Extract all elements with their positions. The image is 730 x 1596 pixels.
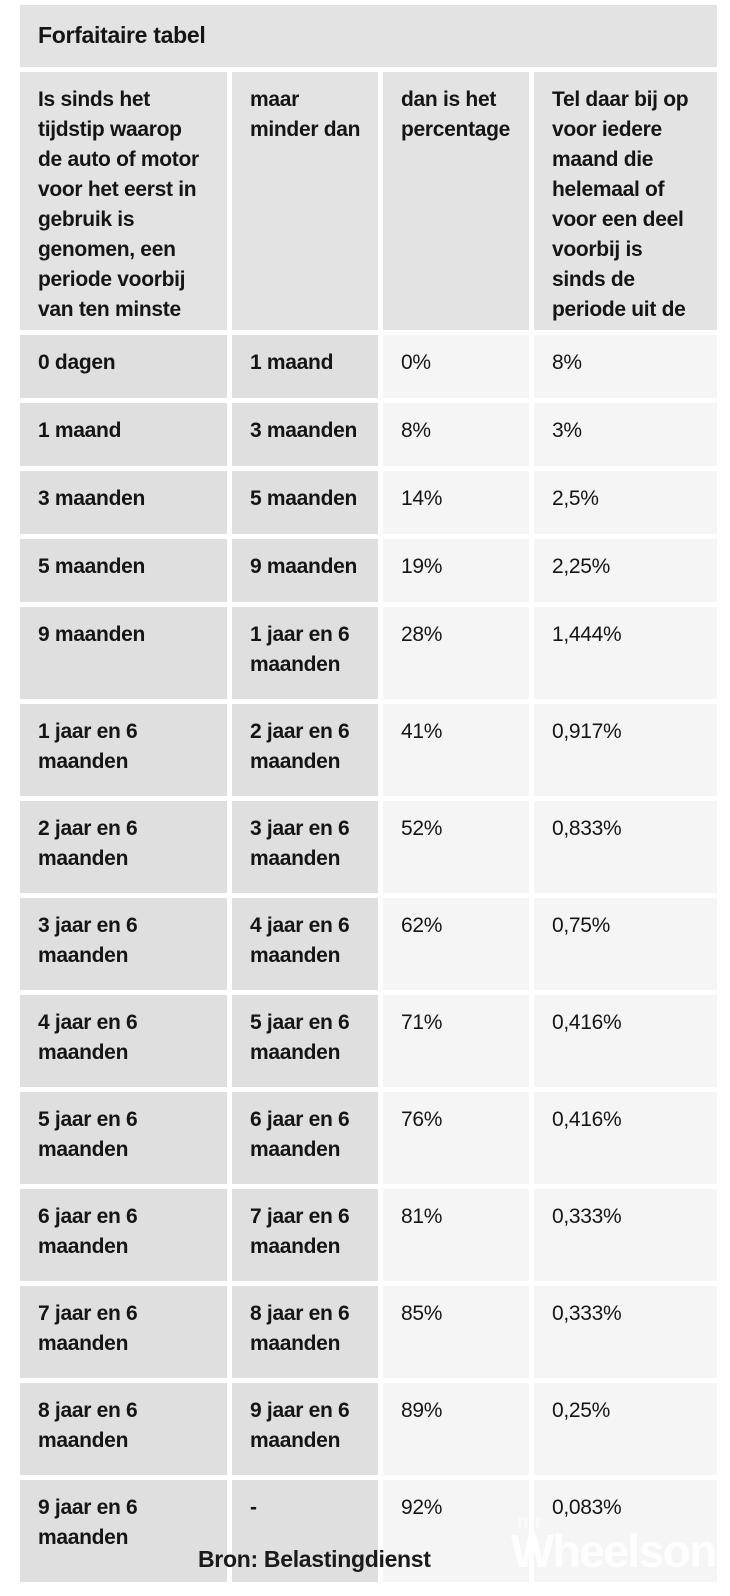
- table-cell: 3 maanden: [20, 471, 227, 534]
- page-title: Forfaitaire tabel: [20, 5, 717, 67]
- table-cell: 0 dagen: [20, 335, 227, 398]
- table-cell: 9 maanden: [20, 607, 227, 699]
- table-cell: 28%: [383, 607, 529, 699]
- table-cell: 9 jaar en 6 maanden: [20, 1480, 227, 1582]
- table-cell: 3 maanden: [232, 403, 378, 466]
- table-cell: 8 jaar en 6 maanden: [232, 1286, 378, 1378]
- table-cell: 4 jaar en 6 maanden: [232, 898, 378, 990]
- table-cell: 92%: [383, 1480, 529, 1582]
- table-cell: 0,75%: [534, 898, 717, 990]
- table-cell: 71%: [383, 995, 529, 1087]
- table-cell: 0,333%: [534, 1286, 717, 1378]
- table-cell: 85%: [383, 1286, 529, 1378]
- table-cell: 1 jaar en 6 maanden: [20, 704, 227, 796]
- table-cell: 52%: [383, 801, 529, 893]
- table-cell: 9 jaar en 6 maanden: [232, 1383, 378, 1475]
- table-cell: 6 jaar en 6 maanden: [20, 1189, 227, 1281]
- table-cell: 89%: [383, 1383, 529, 1475]
- table-cell: 41%: [383, 704, 529, 796]
- table-cell: 5 maanden: [20, 539, 227, 602]
- table-cell: 9 maanden: [232, 539, 378, 602]
- header-cell: Is sinds het tijdstip waarop de auto of …: [20, 72, 227, 330]
- table-cell: 8 jaar en 6 maanden: [20, 1383, 227, 1475]
- header-cell: Tel daar bij op voor iedere maand die he…: [534, 72, 717, 330]
- table-cell: 0,416%: [534, 995, 717, 1087]
- table-cell: 5 maanden: [232, 471, 378, 534]
- table-cell: -: [232, 1480, 378, 1582]
- table-cell: 1 jaar en 6 maanden: [232, 607, 378, 699]
- table-cell: 14%: [383, 471, 529, 534]
- table-cell: 4 jaar en 6 maanden: [20, 995, 227, 1087]
- table-cell: 0%: [383, 335, 529, 398]
- table-cell: 76%: [383, 1092, 529, 1184]
- table-cell: 2,25%: [534, 539, 717, 602]
- table-cell: 7 jaar en 6 maanden: [20, 1286, 227, 1378]
- table-cell: 1,444%: [534, 607, 717, 699]
- table-cell: 3%: [534, 403, 717, 466]
- table-cell: 6 jaar en 6 maanden: [232, 1092, 378, 1184]
- table-cell: 2 jaar en 6 maanden: [20, 801, 227, 893]
- table-cell: 0,917%: [534, 704, 717, 796]
- table-cell: 0,833%: [534, 801, 717, 893]
- table-cell: 0,333%: [534, 1189, 717, 1281]
- header-cell: maar minder dan: [232, 72, 378, 330]
- table-cell: 0,25%: [534, 1383, 717, 1475]
- table-cell: 8%: [383, 403, 529, 466]
- table-cell: 0,083%: [534, 1480, 717, 1582]
- table-cell: 3 jaar en 6 maanden: [232, 801, 378, 893]
- table-cell: 2,5%: [534, 471, 717, 534]
- table-cell: 3 jaar en 6 maanden: [20, 898, 227, 990]
- header-cell: dan is het percentage: [383, 72, 529, 330]
- table-cell: 1 maand: [20, 403, 227, 466]
- table-cell: 81%: [383, 1189, 529, 1281]
- source-caption: Bron: Belastingdienst: [198, 1546, 431, 1572]
- table-cell: 1 maand: [232, 335, 378, 398]
- table-cell: 7 jaar en 6 maanden: [232, 1189, 378, 1281]
- table-cell: 2 jaar en 6 maanden: [232, 704, 378, 796]
- table-cell: 19%: [383, 539, 529, 602]
- table-cell: 5 jaar en 6 maanden: [232, 995, 378, 1087]
- table-cell: 8%: [534, 335, 717, 398]
- table-cell: 62%: [383, 898, 529, 990]
- forfaitaire-table: Is sinds het tijdstip waarop de auto of …: [20, 72, 717, 1582]
- table-cell: 5 jaar en 6 maanden: [20, 1092, 227, 1184]
- table-cell: 0,416%: [534, 1092, 717, 1184]
